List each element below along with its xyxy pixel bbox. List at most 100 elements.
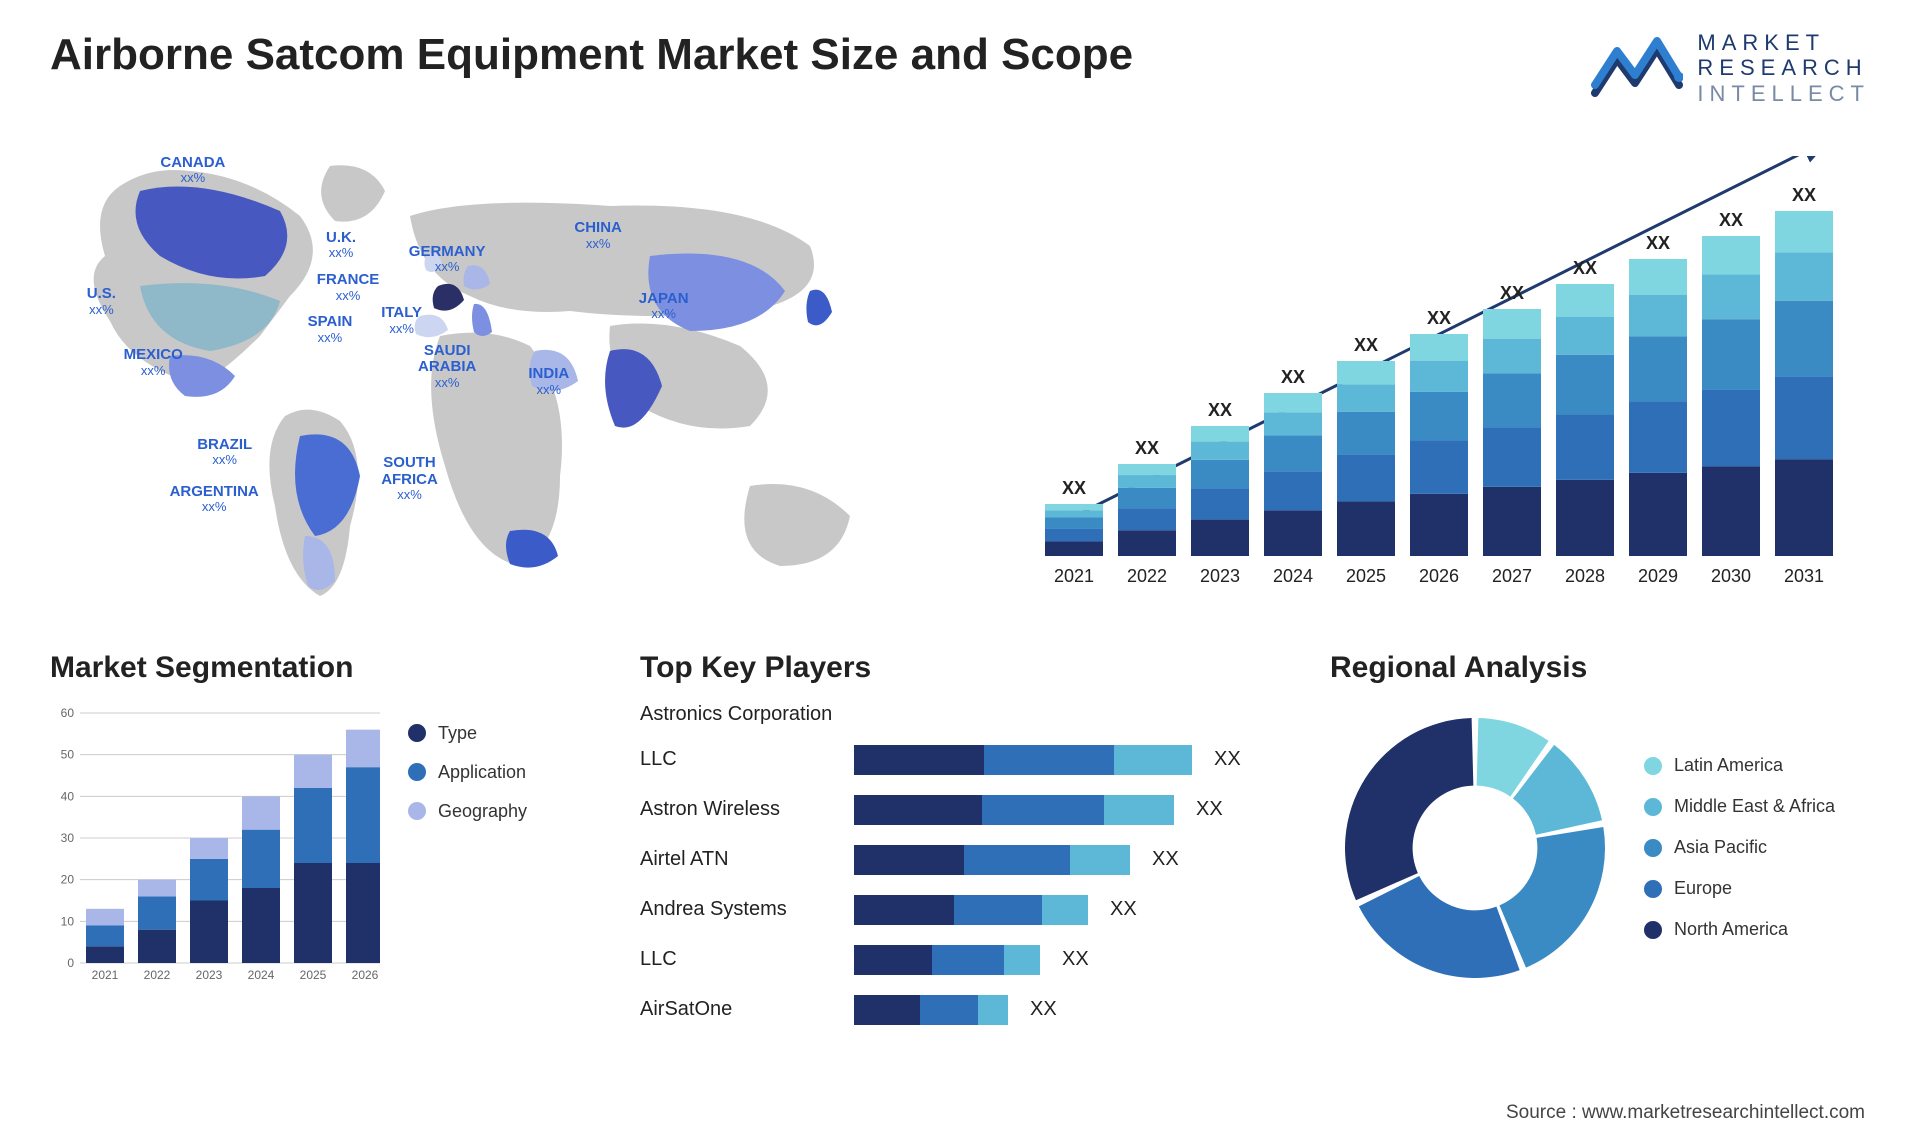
- map-country-label: CANADAxx%: [160, 155, 225, 186]
- svg-text:2023: 2023: [1200, 566, 1240, 586]
- svg-text:2031: 2031: [1784, 566, 1824, 586]
- svg-text:0: 0: [67, 956, 74, 970]
- forecast-panel: XX2021XX2022XX2023XX2024XX2025XX2026XX20…: [1010, 136, 1870, 606]
- legend-item: Middle East & Africa: [1644, 796, 1835, 817]
- regional-panel: Regional Analysis Latin America Middle Ea…: [1330, 651, 1870, 1011]
- svg-text:XX: XX: [1354, 335, 1378, 355]
- player-name: Airtel ATN: [640, 848, 840, 871]
- svg-text:2021: 2021: [1054, 566, 1094, 586]
- regional-donut-chart: [1330, 703, 1620, 993]
- player-bar: [854, 995, 1008, 1025]
- regional-legend: Latin America Middle East & Africa Asia Pa…: [1644, 755, 1835, 940]
- map-country-label: INDIAxx%: [528, 366, 569, 397]
- svg-text:XX: XX: [1281, 367, 1305, 387]
- brand-logo: MARKET RESEARCH INTELLECT: [1591, 30, 1870, 106]
- legend-item: Geography: [408, 801, 527, 822]
- row-top: CANADAxx% U.S.xx% MEXICOxx% BRAZILxx% ARGENT…: [50, 136, 1870, 606]
- svg-text:10: 10: [61, 914, 75, 928]
- svg-text:XX: XX: [1135, 438, 1159, 458]
- map-country-label: U.S.xx%: [87, 286, 116, 317]
- players-header: Astronics Corporation: [640, 703, 1300, 726]
- player-name: AirSatOne: [640, 998, 840, 1021]
- svg-text:2023: 2023: [196, 968, 223, 982]
- logo-line3: INTELLECT: [1697, 81, 1870, 106]
- map-country-label: FRANCExx%: [317, 272, 380, 303]
- player-value: XX: [1030, 998, 1057, 1021]
- map-country-label: SAUDIARABIAxx%: [418, 343, 476, 390]
- player-value: XX: [1152, 848, 1179, 871]
- segmentation-title: Market Segmentation: [50, 651, 610, 685]
- map-country-label: MEXICOxx%: [124, 347, 183, 378]
- player-value: XX: [1196, 798, 1223, 821]
- player-row: LLC XX: [640, 738, 1300, 782]
- svg-text:2030: 2030: [1711, 566, 1751, 586]
- logo-mark-icon: [1591, 35, 1683, 101]
- player-name: LLC: [640, 948, 840, 971]
- map-country-label: SOUTHAFRICAxx%: [381, 455, 438, 502]
- player-name: LLC: [640, 748, 840, 771]
- svg-text:XX: XX: [1573, 258, 1597, 278]
- map-country-label: JAPANxx%: [639, 291, 689, 322]
- player-row: AirSatOne XX: [640, 988, 1300, 1032]
- map-country-label: ARGENTINAxx%: [170, 484, 259, 515]
- svg-text:2029: 2029: [1638, 566, 1678, 586]
- map-country-label: SPAINxx%: [308, 314, 353, 345]
- legend-item: Europe: [1644, 878, 1835, 899]
- svg-text:2027: 2027: [1492, 566, 1532, 586]
- legend-item: North America: [1644, 919, 1835, 940]
- svg-text:20: 20: [61, 873, 75, 887]
- svg-text:2024: 2024: [248, 968, 275, 982]
- player-row: Airtel ATN XX: [640, 838, 1300, 882]
- page-title: Airborne Satcom Equipment Market Size an…: [50, 30, 1133, 80]
- legend-item: Application: [408, 762, 527, 783]
- players-list: Astronics Corporation LLCXXAstron Wirele…: [640, 703, 1300, 1032]
- player-value: XX: [1062, 948, 1089, 971]
- player-bar: [854, 845, 1130, 875]
- svg-text:40: 40: [61, 789, 75, 803]
- svg-text:60: 60: [61, 706, 75, 720]
- forecast-bar-chart: XX2021XX2022XX2023XX2024XX2025XX2026XX20…: [1010, 156, 1870, 606]
- svg-text:30: 30: [61, 831, 75, 845]
- svg-text:XX: XX: [1208, 400, 1232, 420]
- legend-item: Type: [408, 723, 527, 744]
- player-bar: [854, 895, 1088, 925]
- svg-text:XX: XX: [1500, 283, 1524, 303]
- svg-text:XX: XX: [1427, 308, 1451, 328]
- player-row: Astron Wireless XX: [640, 788, 1300, 832]
- svg-text:2022: 2022: [144, 968, 171, 982]
- source-attribution: Source : www.marketresearchintellect.com: [1506, 1102, 1865, 1124]
- player-value: XX: [1214, 748, 1241, 771]
- segmentation-legend: Type Application Geography: [408, 703, 527, 983]
- svg-text:XX: XX: [1792, 185, 1816, 205]
- player-row: LLC XX: [640, 938, 1300, 982]
- segmentation-panel: Market Segmentation 0 10 20 30 40 50 60 2021 202…: [50, 651, 610, 1011]
- players-title: Top Key Players: [640, 651, 1300, 685]
- player-bar: [854, 795, 1174, 825]
- player-row: Andrea Systems XX: [640, 888, 1300, 932]
- svg-text:XX: XX: [1646, 233, 1670, 253]
- regional-title: Regional Analysis: [1330, 651, 1870, 685]
- player-name: Andrea Systems: [640, 898, 840, 921]
- svg-text:2026: 2026: [352, 968, 379, 982]
- world-map-panel: CANADAxx% U.S.xx% MEXICOxx% BRAZILxx% ARGENT…: [50, 136, 970, 606]
- map-country-label: ITALYxx%: [381, 305, 422, 336]
- player-name: Astron Wireless: [640, 798, 840, 821]
- player-bar: [854, 745, 1192, 775]
- map-country-label: BRAZILxx%: [197, 437, 252, 468]
- svg-text:2026: 2026: [1419, 566, 1459, 586]
- map-country-label: GERMANYxx%: [409, 244, 486, 275]
- svg-text:XX: XX: [1062, 478, 1086, 498]
- legend-item: Latin America: [1644, 755, 1835, 776]
- map-country-label: U.K.xx%: [326, 230, 356, 261]
- map-country-label: CHINAxx%: [574, 220, 622, 251]
- svg-text:50: 50: [61, 748, 75, 762]
- svg-text:2021: 2021: [92, 968, 119, 982]
- header: Airborne Satcom Equipment Market Size an…: [50, 30, 1870, 106]
- player-value: XX: [1110, 898, 1137, 921]
- row-bottom: Market Segmentation 0 10 20 30 40 50 60 2021 202…: [50, 651, 1870, 1011]
- logo-line1: MARKET: [1697, 30, 1870, 55]
- legend-item: Asia Pacific: [1644, 837, 1835, 858]
- players-panel: Top Key Players Astronics Corporation LL…: [640, 651, 1300, 1011]
- svg-text:2024: 2024: [1273, 566, 1313, 586]
- player-bar: [854, 945, 1040, 975]
